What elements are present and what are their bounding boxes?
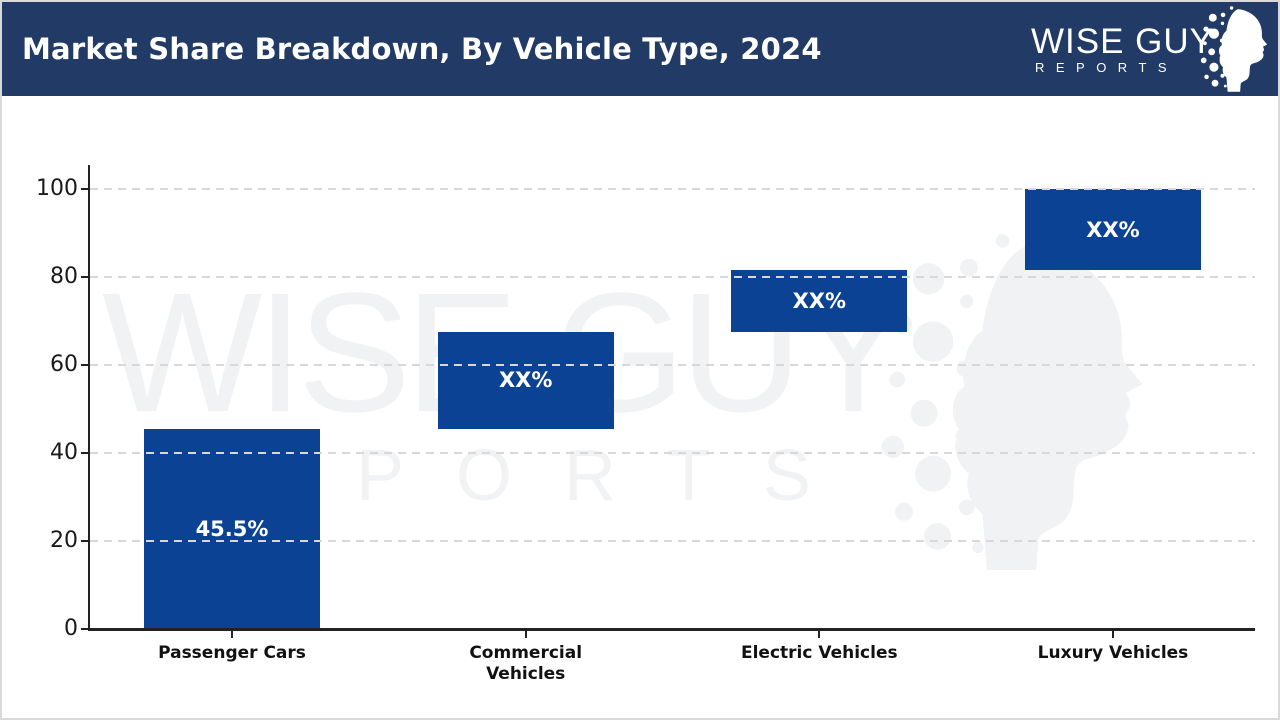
bar-value-label: XX%: [498, 368, 553, 393]
x-axis-label: Electric Vehicles: [740, 643, 898, 663]
x-tickmark-2: [524, 629, 527, 638]
gridline-80: [90, 276, 1255, 278]
bar-3: [731, 270, 908, 332]
bar-1: [144, 428, 320, 629]
x-axis-label: Commercial Vehicles: [469, 643, 583, 684]
x-axis-label: Luxury Vehicles: [1037, 643, 1189, 663]
x-tickmark-4: [1112, 629, 1114, 638]
logo-wordmark: WISE GUY: [1030, 21, 1214, 61]
x-tickmark-3: [818, 629, 821, 638]
bar-value-label: XX%: [792, 289, 847, 314]
chart-title: Market Share Breakdown, By Vehicle Type,…: [22, 32, 822, 66]
watermark-face-icon: [881, 234, 1143, 570]
logo-text: WISE GUY REPORTS: [1030, 21, 1214, 75]
bar-2: [437, 332, 614, 429]
gridline-100: [90, 188, 1255, 190]
bar-value-label: XX%: [1086, 217, 1140, 242]
y-tick-label-60: 60: [50, 352, 78, 377]
y-tickmark-20: [81, 540, 90, 542]
y-tickmark-60: [81, 364, 90, 366]
x-axis-line: [88, 628, 1255, 631]
wiseguy-logo: WISE GUY REPORTS: [1031, 6, 1272, 92]
y-tick-label-80: 80: [50, 264, 78, 289]
y-tickmark-40: [81, 452, 90, 454]
header: Market Share Breakdown, By Vehicle Type,…: [2, 2, 1278, 96]
y-tickmark-100: [81, 188, 90, 190]
gridline-20: [90, 540, 1255, 542]
y-tickmark-80: [81, 276, 90, 278]
y-tick-label-40: 40: [50, 440, 78, 465]
bar-4: [1025, 189, 1201, 271]
wiseguy-face-icon: [1200, 6, 1268, 92]
bar-value-label: 45.5%: [195, 516, 269, 541]
y-tick-label-0: 0: [64, 616, 78, 641]
gridline-60: [90, 364, 1255, 366]
y-axis-line: [88, 165, 90, 631]
y-tickmark-0: [81, 628, 90, 630]
y-tick-label-20: 20: [50, 528, 78, 553]
x-tickmark-1: [231, 629, 233, 638]
logo-subtitle: REPORTS: [1034, 59, 1179, 75]
y-tick-label-100: 100: [36, 176, 78, 201]
gridline-40: [90, 452, 1255, 454]
x-axis-label: Passenger Cars: [158, 643, 306, 663]
